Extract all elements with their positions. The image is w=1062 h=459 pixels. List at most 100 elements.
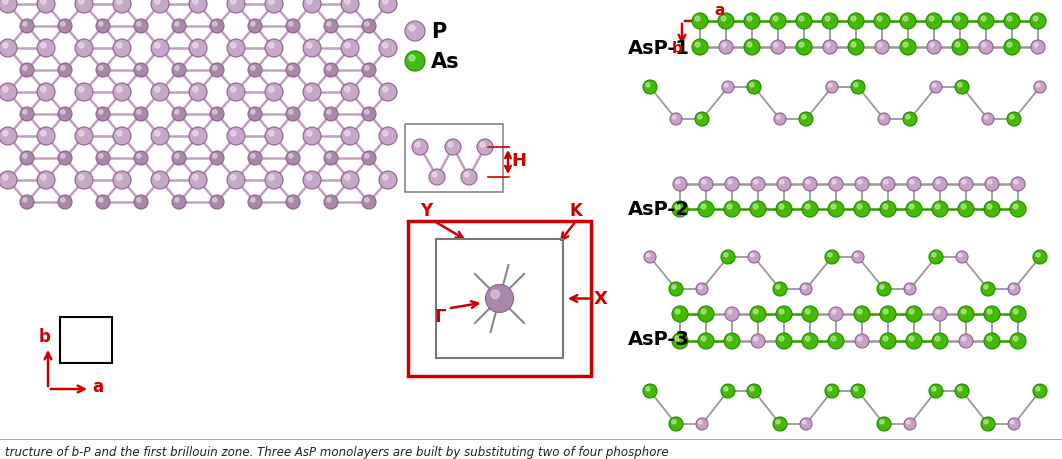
Circle shape bbox=[227, 40, 245, 58]
Circle shape bbox=[802, 116, 806, 120]
Circle shape bbox=[249, 108, 262, 122]
Circle shape bbox=[61, 111, 65, 115]
Circle shape bbox=[773, 282, 787, 297]
Circle shape bbox=[880, 202, 896, 218]
Circle shape bbox=[988, 205, 992, 210]
Circle shape bbox=[936, 310, 940, 314]
Circle shape bbox=[341, 172, 359, 190]
Circle shape bbox=[327, 155, 331, 159]
Circle shape bbox=[2, 44, 8, 49]
Circle shape bbox=[99, 198, 103, 202]
Circle shape bbox=[910, 180, 914, 185]
Circle shape bbox=[675, 309, 680, 314]
Circle shape bbox=[884, 336, 888, 341]
Circle shape bbox=[884, 309, 888, 314]
Circle shape bbox=[1008, 283, 1020, 295]
Circle shape bbox=[855, 334, 869, 348]
Circle shape bbox=[982, 114, 994, 126]
Circle shape bbox=[799, 113, 813, 127]
Circle shape bbox=[906, 202, 922, 218]
Circle shape bbox=[884, 180, 888, 185]
Circle shape bbox=[983, 285, 988, 289]
Circle shape bbox=[878, 114, 890, 126]
Circle shape bbox=[750, 387, 754, 391]
Circle shape bbox=[776, 306, 792, 322]
Circle shape bbox=[727, 310, 732, 314]
Circle shape bbox=[134, 64, 148, 78]
Circle shape bbox=[825, 384, 839, 398]
Circle shape bbox=[771, 41, 785, 55]
Circle shape bbox=[382, 131, 388, 137]
Circle shape bbox=[210, 151, 224, 166]
Circle shape bbox=[269, 0, 274, 5]
Text: a: a bbox=[714, 3, 724, 18]
Circle shape bbox=[22, 155, 27, 159]
Circle shape bbox=[931, 253, 936, 257]
Circle shape bbox=[212, 23, 217, 27]
Circle shape bbox=[341, 84, 359, 102]
Circle shape bbox=[344, 87, 350, 93]
Circle shape bbox=[365, 67, 369, 71]
Circle shape bbox=[903, 113, 917, 127]
Circle shape bbox=[448, 143, 453, 148]
Circle shape bbox=[365, 23, 369, 27]
Circle shape bbox=[777, 178, 791, 191]
Circle shape bbox=[725, 308, 739, 321]
Circle shape bbox=[303, 172, 321, 190]
Circle shape bbox=[780, 180, 784, 185]
Circle shape bbox=[175, 111, 179, 115]
Circle shape bbox=[61, 155, 65, 159]
Circle shape bbox=[0, 0, 17, 14]
Circle shape bbox=[880, 306, 896, 322]
Circle shape bbox=[722, 44, 726, 48]
Circle shape bbox=[877, 17, 883, 22]
Circle shape bbox=[37, 40, 55, 58]
Circle shape bbox=[744, 40, 760, 56]
Circle shape bbox=[485, 285, 514, 313]
Circle shape bbox=[879, 420, 884, 424]
Circle shape bbox=[981, 17, 986, 22]
Circle shape bbox=[802, 333, 818, 349]
Circle shape bbox=[113, 84, 131, 102]
Circle shape bbox=[962, 180, 966, 185]
Circle shape bbox=[269, 44, 274, 49]
Circle shape bbox=[289, 155, 293, 159]
Circle shape bbox=[906, 333, 922, 349]
Circle shape bbox=[175, 155, 179, 159]
Circle shape bbox=[286, 64, 299, 78]
Circle shape bbox=[96, 151, 110, 166]
Circle shape bbox=[672, 116, 676, 120]
Circle shape bbox=[79, 0, 84, 5]
Circle shape bbox=[409, 56, 415, 62]
Text: Y: Y bbox=[419, 202, 432, 219]
Circle shape bbox=[803, 420, 806, 424]
Circle shape bbox=[1010, 202, 1026, 218]
Circle shape bbox=[113, 128, 131, 146]
Circle shape bbox=[212, 155, 217, 159]
Circle shape bbox=[61, 67, 65, 71]
Circle shape bbox=[978, 14, 994, 30]
Circle shape bbox=[909, 205, 914, 210]
Circle shape bbox=[230, 0, 236, 5]
Circle shape bbox=[251, 23, 255, 27]
Circle shape bbox=[79, 44, 84, 49]
Circle shape bbox=[172, 108, 186, 122]
Circle shape bbox=[770, 14, 786, 30]
Circle shape bbox=[727, 180, 732, 185]
Circle shape bbox=[724, 387, 727, 391]
Circle shape bbox=[192, 131, 198, 137]
Circle shape bbox=[701, 336, 706, 341]
Circle shape bbox=[1010, 286, 1014, 289]
Circle shape bbox=[1031, 41, 1045, 55]
Circle shape bbox=[952, 40, 967, 56]
Circle shape bbox=[117, 87, 122, 93]
Circle shape bbox=[669, 282, 683, 297]
Circle shape bbox=[962, 337, 966, 341]
Circle shape bbox=[874, 14, 890, 30]
Circle shape bbox=[1013, 205, 1018, 210]
Circle shape bbox=[289, 111, 293, 115]
Circle shape bbox=[847, 40, 864, 56]
Circle shape bbox=[362, 20, 376, 34]
Circle shape bbox=[286, 151, 299, 166]
Circle shape bbox=[286, 196, 299, 210]
